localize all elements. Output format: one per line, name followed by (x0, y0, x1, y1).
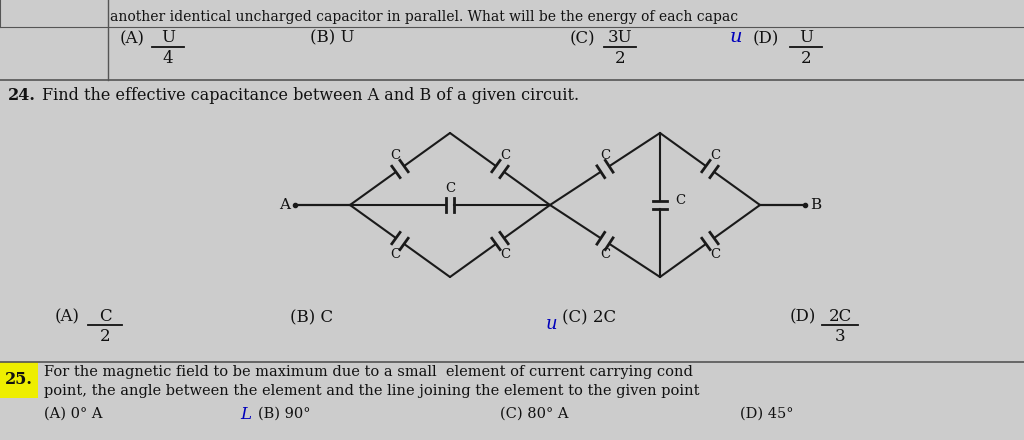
Text: 24.: 24. (8, 87, 36, 104)
Text: (C): (C) (570, 30, 596, 47)
Text: (C) 80° A: (C) 80° A (500, 407, 568, 421)
Text: C: C (600, 248, 610, 261)
Text: Find the effective capacitance between A and B of a given circuit.: Find the effective capacitance between A… (42, 87, 580, 104)
Text: C: C (710, 149, 720, 162)
Text: u: u (730, 28, 742, 46)
Text: 2C: 2C (828, 308, 852, 325)
Text: C: C (390, 248, 400, 261)
Text: (B) 90°: (B) 90° (258, 407, 310, 421)
Text: (A) 0° A: (A) 0° A (44, 407, 102, 421)
FancyBboxPatch shape (0, 362, 38, 398)
Text: C: C (98, 308, 112, 325)
Text: B: B (810, 198, 821, 212)
Text: 25.: 25. (5, 371, 33, 389)
Text: point, the angle between the element and the line joining the element to the giv: point, the angle between the element and… (44, 384, 699, 398)
Text: (D): (D) (753, 30, 779, 47)
Text: 3U: 3U (607, 29, 632, 46)
Text: C: C (500, 248, 510, 261)
Text: C: C (710, 248, 720, 261)
Text: 4: 4 (163, 50, 173, 67)
Text: 3: 3 (835, 328, 846, 345)
Text: C: C (500, 149, 510, 162)
Text: L: L (240, 406, 251, 423)
Text: U: U (799, 29, 813, 46)
Text: U: U (161, 29, 175, 46)
Text: (D): (D) (790, 308, 816, 325)
Text: (D) 45°: (D) 45° (740, 407, 794, 421)
Text: C: C (445, 183, 455, 195)
Text: (A): (A) (55, 308, 80, 325)
Text: another identical uncharged capacitor in parallel. What will be the energy of ea: another identical uncharged capacitor in… (110, 10, 738, 24)
Text: (B) C: (B) C (290, 309, 333, 326)
Text: 2: 2 (801, 50, 811, 67)
Text: 2: 2 (614, 50, 626, 67)
Text: (B) U: (B) U (310, 29, 354, 47)
Text: C: C (675, 194, 685, 206)
Text: C: C (600, 149, 610, 162)
Text: (A): (A) (120, 30, 145, 47)
Text: (C) 2C: (C) 2C (562, 309, 616, 326)
Text: For the magnetic field to be maximum due to a small  element of current carrying: For the magnetic field to be maximum due… (44, 365, 693, 379)
Text: u: u (546, 315, 558, 333)
Text: 2: 2 (99, 328, 111, 345)
Text: C: C (390, 149, 400, 162)
Text: A: A (279, 198, 290, 212)
